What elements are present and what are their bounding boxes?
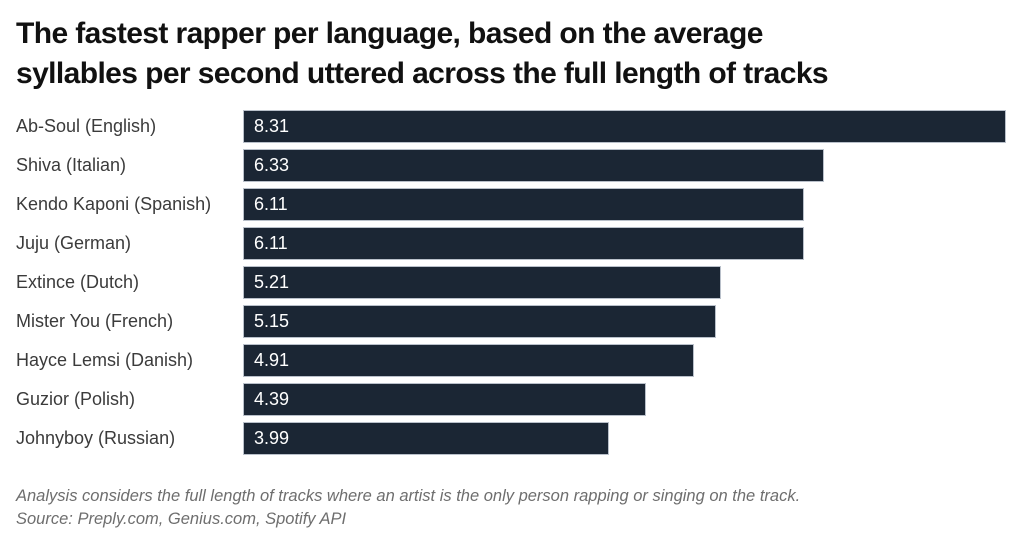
chart-row: Hayce Lemsi (Danish) 4.91: [16, 341, 1006, 380]
source-line: Source: Preply.com, Genius.com, Spotify …: [16, 510, 347, 528]
bar: 8.31: [243, 110, 1006, 143]
category-label: Kendo Kaponi (Spanish): [16, 194, 212, 214]
bar-value-label: 6.11: [254, 194, 288, 214]
category-label: Shiva (Italian): [16, 155, 127, 175]
bar-value-label: 4.91: [254, 350, 290, 370]
bar: 6.11: [243, 227, 804, 260]
bar-track: 6.11: [243, 188, 1006, 221]
bar-track: 8.31: [243, 110, 1006, 143]
chart-row: Juju (German) 6.11: [16, 224, 1006, 263]
bar: 6.33: [243, 149, 825, 182]
chart-row: Kendo Kaponi (Spanish) 6.11: [16, 185, 1006, 224]
chart-row: Guzior (Polish) 4.39: [16, 380, 1006, 419]
bar-value-label: 8.31: [254, 116, 290, 136]
bar-value-label: 5.21: [254, 272, 290, 292]
bar: 5.15: [243, 305, 716, 338]
bar-track: 3.99: [243, 422, 1006, 455]
bar-track: 6.33: [243, 149, 1006, 182]
bar-value-label: 3.99: [254, 428, 290, 448]
category-label: Guzior (Polish): [16, 389, 136, 409]
category-label: Hayce Lemsi (Danish): [16, 350, 194, 370]
chart-row: Johnyboy (Russian) 3.99: [16, 419, 1006, 458]
category-label: Ab-Soul (English): [16, 116, 157, 136]
bar: 6.11: [243, 188, 804, 221]
bar: 5.21: [243, 266, 722, 299]
bar-value-label: 6.33: [254, 155, 290, 175]
bar-chart: Ab-Soul (English) 8.31 Shiva (Italian) 6…: [16, 107, 1006, 458]
chart-footer: Analysis considers the full length of tr…: [16, 485, 1006, 531]
chart-row: Shiva (Italian) 6.33: [16, 146, 1006, 185]
bar-track: 6.11: [243, 227, 1006, 260]
category-label: Extince (Dutch): [16, 272, 140, 292]
chart-row: Extince (Dutch) 5.21: [16, 263, 1006, 302]
chart-title-line-1: The fastest rapper per language, based o…: [16, 17, 763, 50]
category-label: Mister You (French): [16, 311, 174, 331]
chart-row: Mister You (French) 5.15: [16, 302, 1006, 341]
bar: 3.99: [243, 422, 610, 455]
bar-track: 5.21: [243, 266, 1006, 299]
bar: 4.39: [243, 383, 647, 416]
chart-title-line-2: syllables per second uttered across the …: [16, 57, 829, 90]
bar-track: 5.15: [243, 305, 1006, 338]
bar-track: 4.91: [243, 344, 1006, 377]
category-label: Johnyboy (Russian): [16, 428, 176, 448]
category-label: Juju (German): [16, 233, 132, 253]
bar-track: 4.39: [243, 383, 1006, 416]
bar-value-label: 5.15: [254, 311, 290, 331]
bar: 4.91: [243, 344, 694, 377]
bar-value-label: 4.39: [254, 389, 290, 409]
bar-value-label: 6.11: [254, 233, 288, 253]
footnote: Analysis considers the full length of tr…: [16, 487, 801, 505]
chart-title: The fastest rapper per language, based o…: [16, 14, 1006, 94]
chart-row: Ab-Soul (English) 8.31: [16, 107, 1006, 146]
